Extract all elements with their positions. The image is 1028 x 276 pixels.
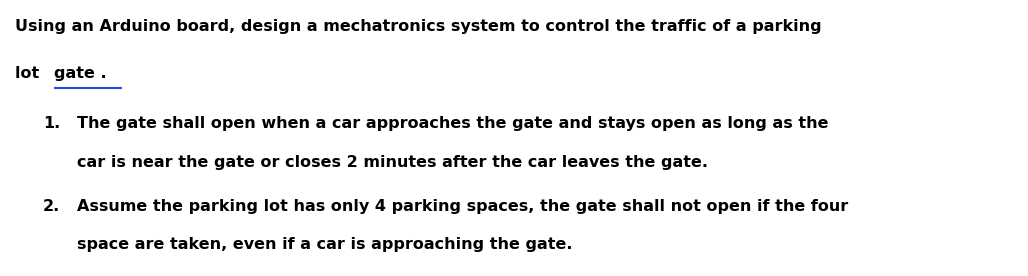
Text: space are taken, even if a car is approaching the gate.: space are taken, even if a car is approa… bbox=[77, 237, 573, 252]
Text: 2.: 2. bbox=[43, 199, 61, 214]
Text: gate .: gate . bbox=[53, 66, 107, 81]
Text: 1.: 1. bbox=[43, 116, 61, 131]
Text: Using an Arduino board, design a mechatronics system to control the traffic of a: Using an Arduino board, design a mechatr… bbox=[15, 19, 822, 34]
Text: car is near the gate or closes 2 minutes after the car leaves the gate.: car is near the gate or closes 2 minutes… bbox=[77, 155, 708, 169]
Text: Assume the parking lot has only 4 parking spaces, the gate shall not open if the: Assume the parking lot has only 4 parkin… bbox=[77, 199, 848, 214]
Text: lot: lot bbox=[15, 66, 45, 81]
Text: The gate shall open when a car approaches the gate and stays open as long as the: The gate shall open when a car approache… bbox=[77, 116, 829, 131]
